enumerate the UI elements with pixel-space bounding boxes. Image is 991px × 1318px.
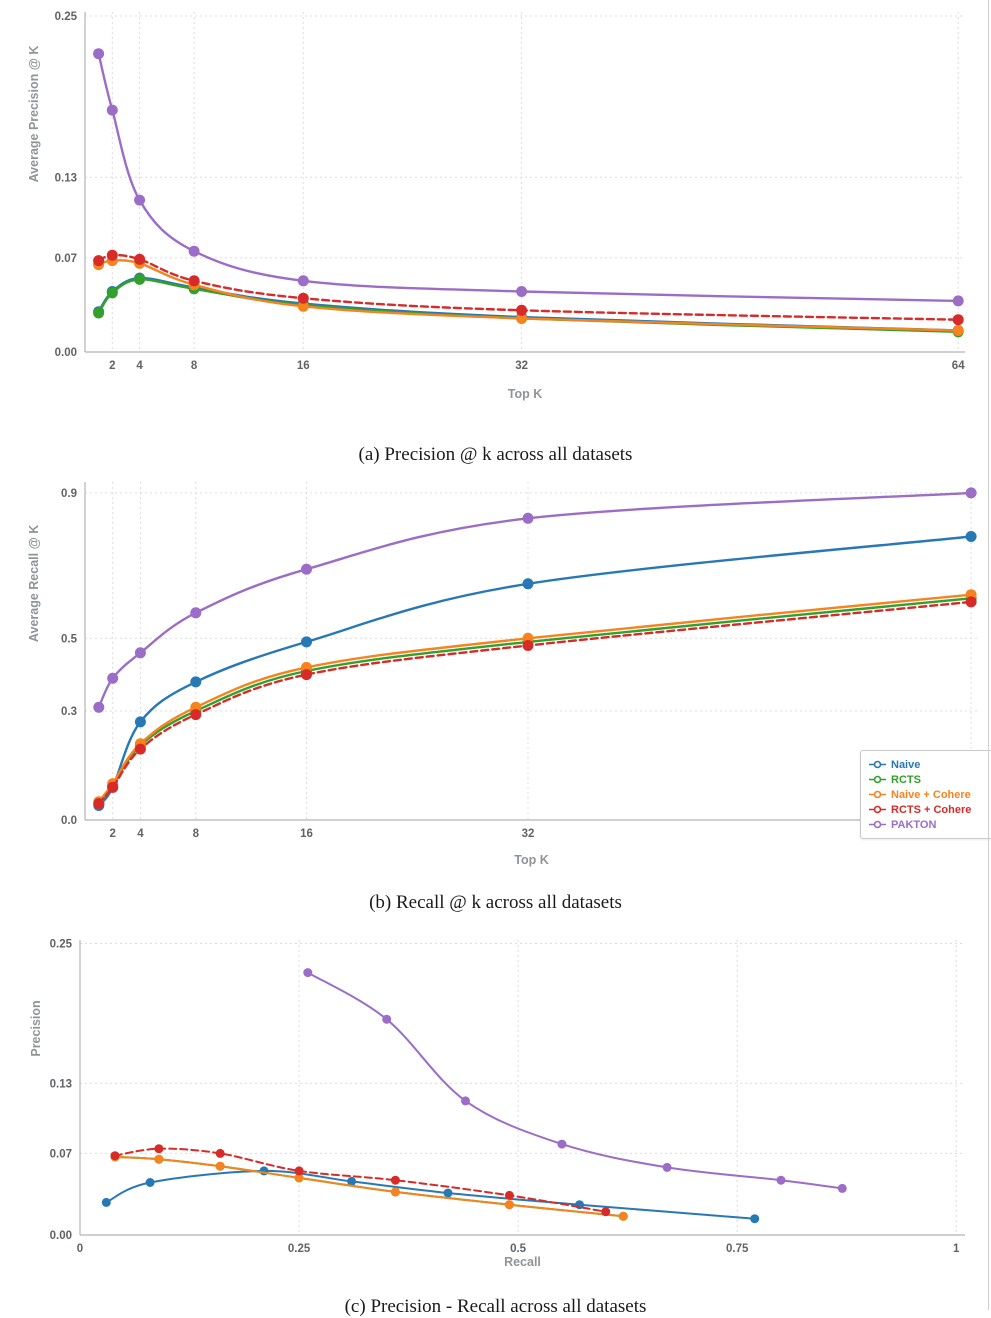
legend-marker-icon	[869, 820, 886, 829]
svg-text:0.9: 0.9	[61, 488, 77, 500]
legend-entry[interactable]: RCTS + Cohere	[869, 802, 991, 817]
svg-text:0.25: 0.25	[288, 1243, 311, 1255]
svg-text:0.13: 0.13	[55, 172, 77, 184]
page-edge-line	[988, 0, 989, 1310]
precision-at-k-chart: 2 4 8 16 32 64 0.00 0.07 0.13 0.25 Top K Average Pr…	[0, 0, 991, 440]
svg-text:32: 32	[522, 828, 535, 840]
precision-at-k-plot: 2 4 8 16 32 64 0.00 0.07 0.13 0.25 Top K Average Pr…	[27, 11, 965, 401]
svg-text:0.13: 0.13	[50, 1078, 72, 1090]
svg-text:0.07: 0.07	[55, 253, 77, 265]
legend-entry-label: PAKTON	[891, 818, 937, 831]
svg-text:0.3: 0.3	[61, 706, 77, 718]
svg-text:0.07: 0.07	[50, 1148, 72, 1160]
svg-text:0.25: 0.25	[50, 939, 73, 951]
caption-b: (b) Recall @ k across all datasets	[369, 892, 622, 913]
svg-text:Top K: Top K	[508, 387, 542, 401]
svg-text:16: 16	[300, 828, 313, 840]
svg-text:Average Recall @ K: Average Recall @ K	[27, 525, 41, 642]
legend-marker-icon	[869, 775, 886, 784]
legend-marker-icon	[869, 760, 886, 769]
svg-text:64: 64	[952, 360, 965, 372]
svg-text:0.5: 0.5	[510, 1243, 527, 1255]
caption-a: (a) Precision @ k across all datasets	[358, 444, 633, 465]
legend-entry[interactable]: Naive + Cohere	[869, 787, 991, 802]
svg-text:0.75: 0.75	[726, 1243, 749, 1255]
legend: Naive RCTS Naive + Cohere RCTS + Cohere PAKT…	[860, 750, 991, 839]
svg-text:1: 1	[953, 1243, 960, 1255]
legend-entry-label: RCTS	[891, 773, 921, 786]
legend-entry[interactable]: RCTS	[869, 772, 991, 787]
svg-text:0.0: 0.0	[61, 815, 77, 827]
svg-text:0.5: 0.5	[61, 633, 78, 645]
svg-text:0.00: 0.00	[50, 1230, 72, 1242]
legend-entry[interactable]: Naive	[869, 757, 991, 772]
legend-marker-icon	[869, 790, 886, 799]
legend-marker-icon	[869, 805, 886, 814]
precision-recall-chart: 0 0.25 0.5 0.75 1 0.00 0.07 0.13 0.25 Recall Preci…	[0, 926, 991, 1278]
svg-text:2: 2	[109, 360, 115, 372]
svg-text:0.25: 0.25	[55, 11, 78, 23]
svg-text:4: 4	[136, 360, 143, 372]
svg-text:Precision: Precision	[29, 1000, 43, 1056]
svg-text:2: 2	[109, 828, 115, 840]
legend-entry-label: Naive + Cohere	[891, 788, 971, 801]
legend-entry[interactable]: PAKTON	[869, 817, 991, 832]
legend-entry-label: Naive	[891, 758, 921, 771]
svg-text:0.00: 0.00	[55, 347, 77, 359]
svg-text:0: 0	[77, 1243, 83, 1255]
legend-entry-label: RCTS + Cohere	[891, 803, 972, 816]
svg-text:4: 4	[137, 828, 144, 840]
svg-text:8: 8	[193, 828, 200, 840]
svg-text:16: 16	[297, 360, 310, 372]
svg-text:Recall: Recall	[504, 1255, 541, 1269]
caption-c: (c) Precision - Recall across all datase…	[344, 1296, 647, 1317]
svg-text:Top K: Top K	[514, 853, 548, 867]
precision-recall-plot: 0 0.25 0.5 0.75 1 0.00 0.07 0.13 0.25 Recall Preci…	[29, 939, 965, 1269]
svg-text:Average Precision @ K: Average Precision @ K	[27, 46, 41, 183]
svg-text:8: 8	[191, 360, 198, 372]
svg-text:32: 32	[515, 360, 528, 372]
